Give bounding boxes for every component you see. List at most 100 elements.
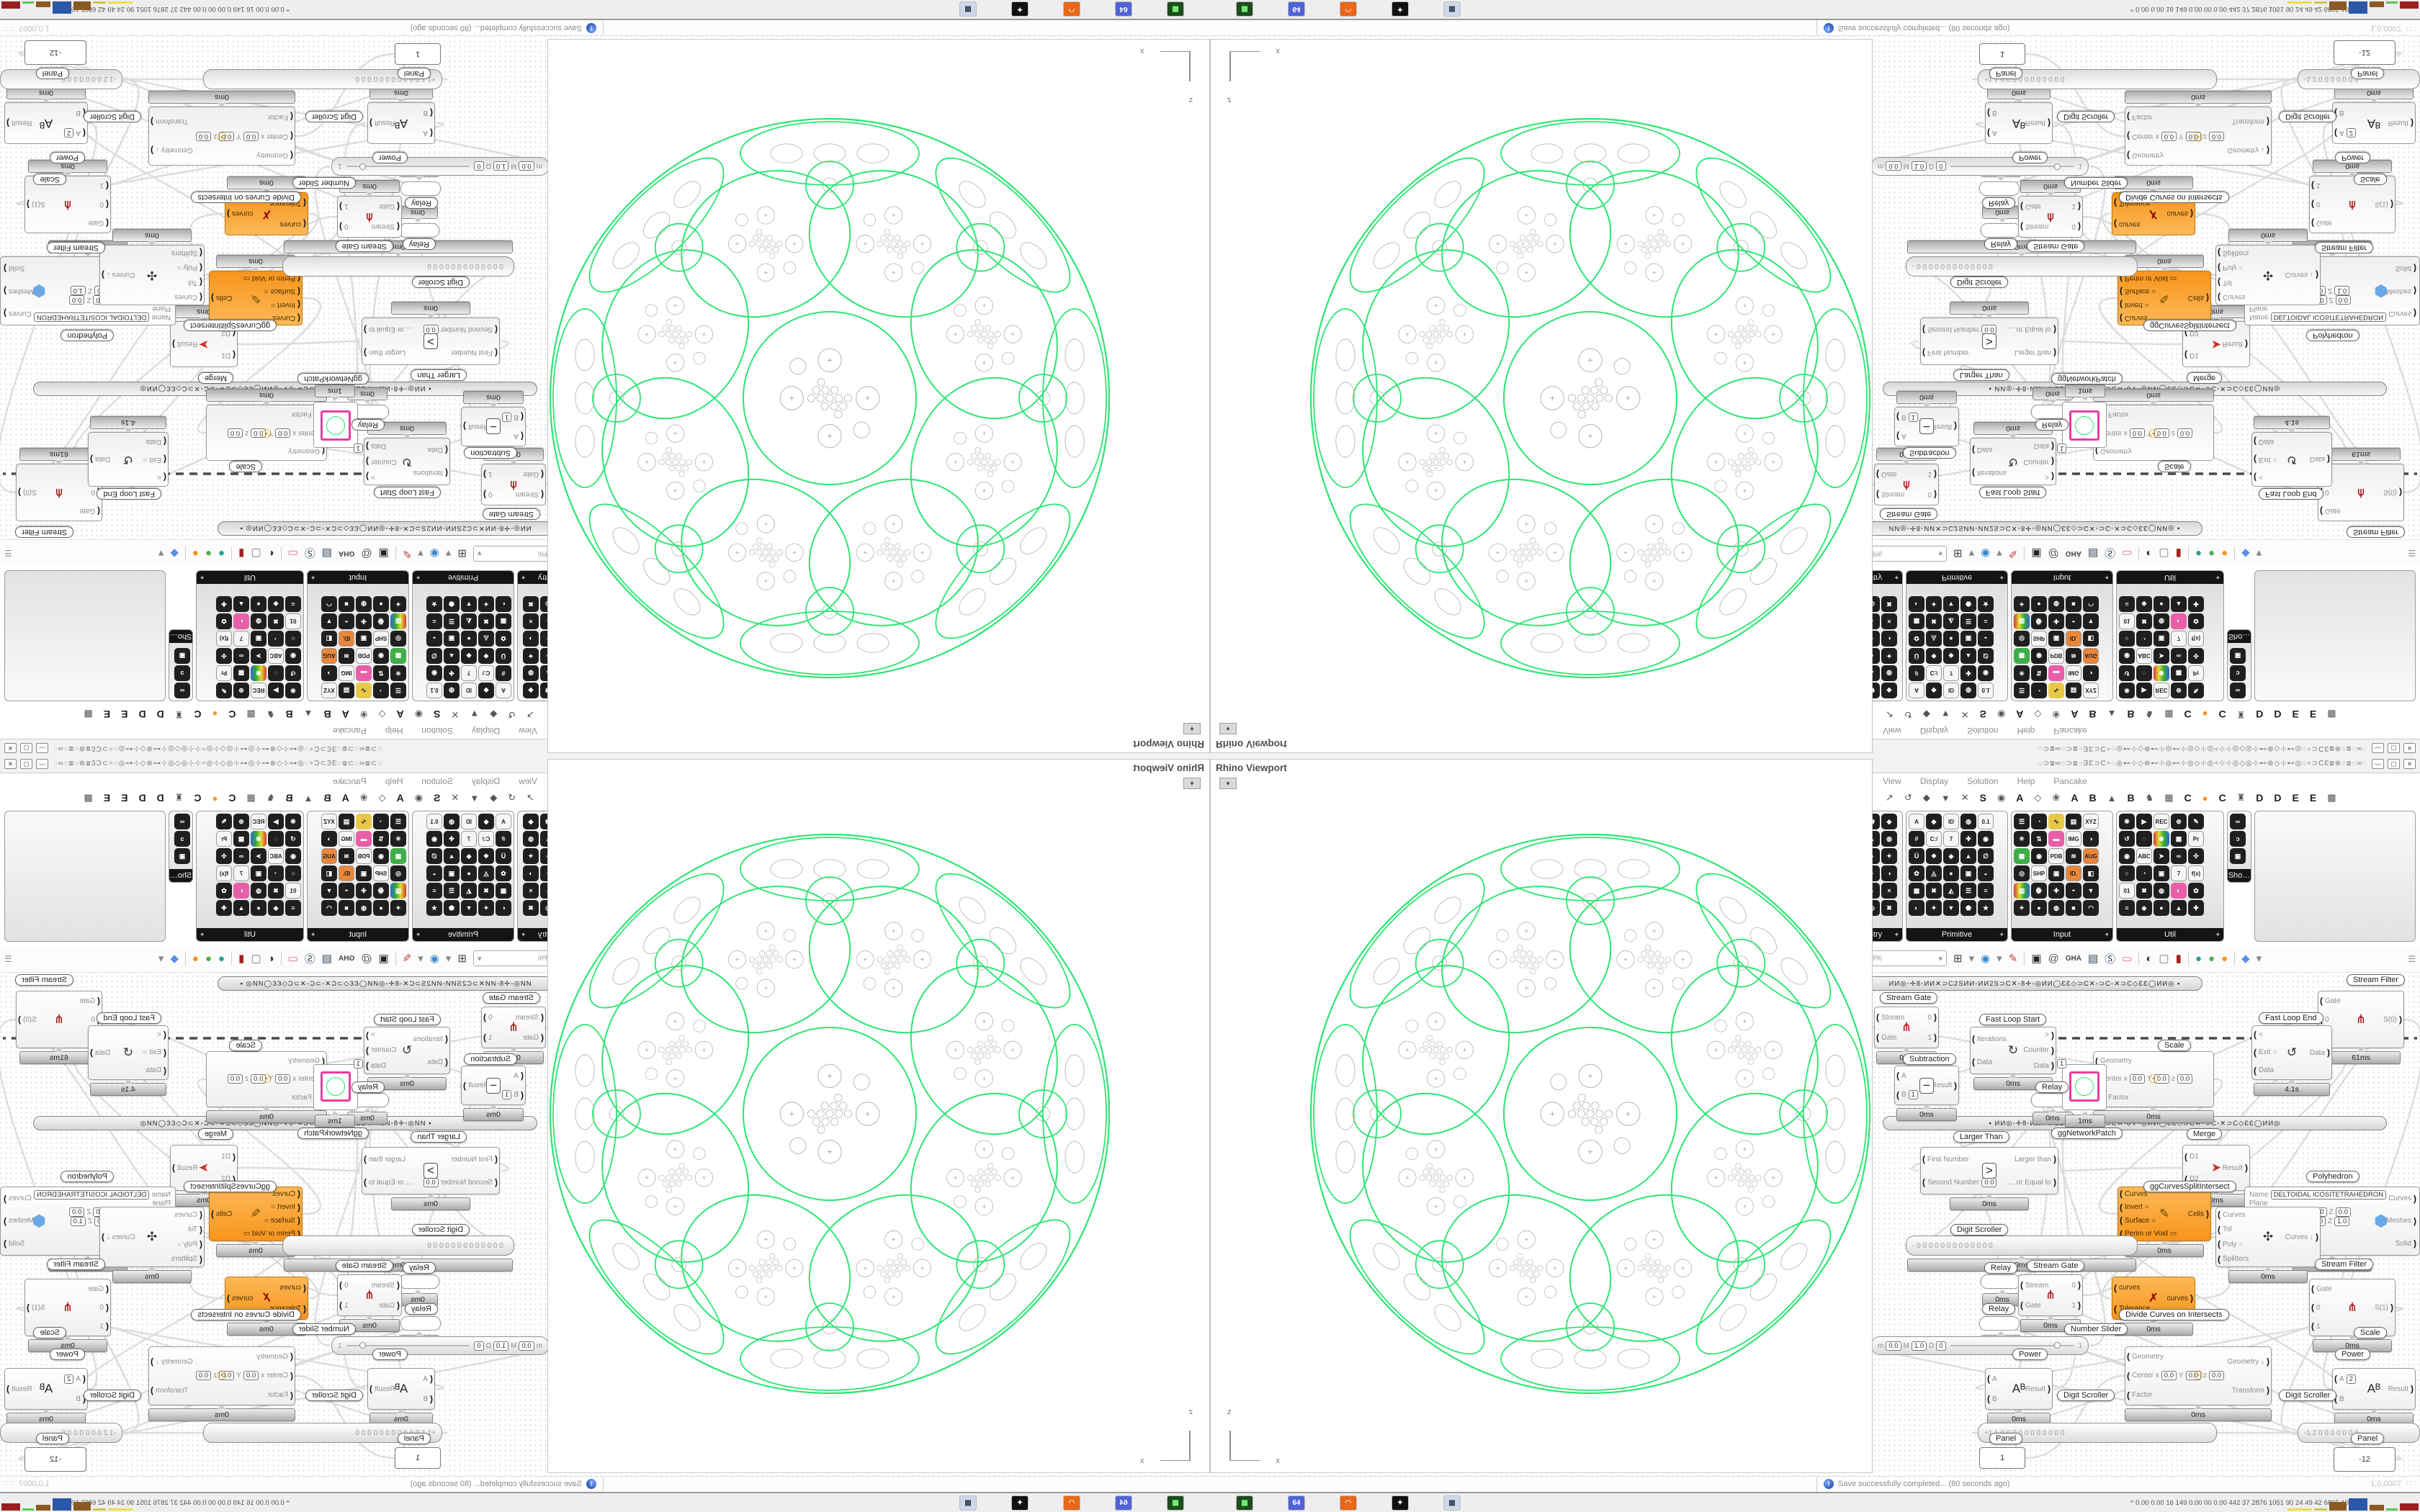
ribbon-panel-name[interactable]: Primitive ✦ [413, 571, 514, 584]
component-tab[interactable]: A [396, 792, 404, 804]
ribbon-component-icon[interactable]: ID [1943, 683, 1959, 698]
input-param[interactable]: (Curves [174, 292, 202, 302]
ribbon-component-icon[interactable]: ▥ [2014, 613, 2030, 629]
ribbon-component-icon[interactable]: ✚ [444, 831, 460, 847]
panel-pin-icon[interactable]: ✦ [521, 930, 526, 938]
component-tab[interactable]: A [2016, 708, 2024, 720]
ribbon-component-icon[interactable]: ABC [268, 648, 284, 664]
ribbon-component-icon[interactable]: ❖ [1926, 848, 1942, 864]
component-tab[interactable]: E [2309, 792, 2317, 804]
toolbar-icon-button[interactable]: ✎ [402, 953, 412, 965]
ribbon-component-icon[interactable]: ● [1943, 631, 1959, 647]
ribbon-component-icon[interactable]: ▥ [390, 883, 406, 899]
output-param[interactable]: Result) [172, 339, 198, 349]
node-name-label[interactable]: Fast Loop Start [1979, 487, 2047, 498]
component-tab[interactable]: ↗ [526, 792, 534, 803]
output-param[interactable]: 0) [1927, 1012, 1937, 1022]
component-tab[interactable]: C [2184, 792, 2192, 804]
ribbon-component-icon[interactable]: ◓ [2066, 613, 2081, 629]
toolbar-icon-button[interactable]: ● [2208, 952, 2215, 965]
gh-node[interactable]: (Stream (Gate 0) 1) ⋔ [1874, 464, 1939, 505]
ribbon-component-icon[interactable]: ▦ [390, 848, 406, 864]
output-param[interactable]: Result) [2025, 118, 2051, 128]
ribbon-component-icon[interactable]: ▣ [1960, 631, 1976, 647]
ribbon-component-icon[interactable]: ◠ [2083, 900, 2099, 916]
component-tab[interactable]: B [323, 792, 331, 804]
output-param[interactable]: Meshes) [4, 286, 35, 297]
component-tab[interactable]: ❀ [2052, 709, 2061, 720]
ribbon-component-icon[interactable]: ✿ [2188, 613, 2204, 629]
node-name-label[interactable]: ggNetworkPatch [2051, 1128, 2123, 1139]
ribbon-component-icon[interactable]: ◭ [461, 613, 477, 629]
ribbon-component-icon[interactable]: ◬ [478, 865, 494, 881]
ribbon-component-icon[interactable]: ▲ [2171, 900, 2187, 916]
input-param[interactable]: (Data [427, 445, 448, 455]
node-name-label[interactable]: Stream Gate [335, 240, 393, 252]
taskbar-app-icon[interactable]: ✦ [1011, 1, 1028, 17]
component-tab[interactable]: B [323, 708, 331, 720]
component-tab[interactable]: ▦ [2164, 709, 2174, 720]
ribbon-component-icon[interactable]: ∿ [356, 683, 372, 698]
component-tab[interactable]: ◇ [2034, 709, 2042, 720]
ribbon-component-icon[interactable]: ▲ [2171, 596, 2187, 612]
toolbar-icon-button[interactable]: ▢ [2159, 547, 2169, 559]
ribbon-panel-name[interactable]: Primitive ✦ [413, 928, 514, 941]
os-taskbar[interactable]: ▦ 64 ◠ ✦ ▦ ^ 0.00 0.00 16 149 0.00 00 0.00 4… [0, 1492, 1210, 1512]
input-param[interactable]: (First Number [451, 1154, 498, 1164]
input-param[interactable]: (0 [99, 199, 109, 210]
ribbon-component-icon[interactable]: ❋ [2119, 683, 2135, 698]
output-param[interactable]: Geometry ↓) [2227, 145, 2269, 156]
output-param[interactable]: Data) [2033, 1061, 2054, 1071]
component-tab[interactable]: ● [2202, 708, 2208, 720]
ribbon-component-icon[interactable]: ⇅ [373, 665, 389, 681]
ribbon-component-icon[interactable]: ✿ [496, 865, 511, 881]
component-tab[interactable]: C [228, 708, 236, 720]
relay-capsule[interactable] [1981, 1274, 2021, 1289]
gh-node[interactable]: (Iterations (Data >) Counter) Data) ↻ [364, 1027, 450, 1074]
gh-node[interactable]: (First Number(Second Number 0.0 Larger tha… [1920, 318, 2058, 365]
ribbon-component-icon[interactable]: ◆ [1881, 814, 1897, 829]
component-tab[interactable]: ▼ [470, 792, 480, 804]
output-param[interactable]: Geometry ↓) [151, 1356, 193, 1367]
component-tab[interactable]: S [434, 792, 441, 804]
ribbon-component-icon[interactable]: ◠ [321, 900, 337, 916]
ribbon-component-icon[interactable]: ▤ [2066, 814, 2081, 829]
toolbar-menu-icon[interactable]: ☰ [2408, 954, 2416, 964]
output-param[interactable]: curves) [227, 209, 254, 219]
ribbon-component-icon[interactable]: ◔ [2136, 631, 2152, 647]
gh-panel-widget[interactable]: 1 [395, 43, 441, 65]
output-param[interactable]: Transform) [151, 1385, 189, 1395]
ribbon-component-icon[interactable]: ⊕ [233, 814, 249, 829]
gh-canvas[interactable]: ИИ◎◦✛8◦ИИ✕⊃C2SИИ◦ИИ2S⊃C✕◦8✛◦◎ИИ◯ƐƐ◇⊃C✕◦⊃… [0, 756, 1210, 1476]
input-param[interactable]: (Geometry [256, 150, 293, 161]
ribbon-panel-name[interactable]: Util ✦ [197, 571, 303, 584]
output-param[interactable]: Curves) [4, 1193, 32, 1204]
ribbon-component-icon[interactable]: ▦ [390, 648, 406, 664]
output-param[interactable]: >) [366, 1030, 375, 1040]
toolbar-text-button[interactable]: GHA [339, 954, 355, 963]
output-param[interactable]: >) [2045, 1030, 2054, 1040]
component-tab[interactable]: ▦ [2164, 792, 2174, 803]
ribbon-panel-name[interactable]: Primitive ✦ [1906, 571, 2007, 584]
ribbon-component-icon[interactable]: ≋ [339, 648, 354, 664]
gh-node[interactable]: (Curves (Tol (Poly ○ (Splitters Curves ↓) ✣ [2215, 1207, 2321, 1267]
ribbon-component-icon[interactable]: ✦ [1881, 848, 1897, 864]
ribbon-component-icon[interactable]: ◠ [321, 596, 337, 612]
toolbar-icon-button[interactable]: ▾ [1996, 547, 2002, 559]
input-param[interactable]: (Surface ○ [264, 286, 300, 297]
node-name-label[interactable]: Divide Curves on Intersects [191, 1309, 301, 1320]
component-tab[interactable]: C [2218, 708, 2226, 720]
component-tab[interactable]: ◇ [378, 709, 386, 720]
ribbon-component-icon[interactable]: ◐ [496, 596, 511, 612]
output-param[interactable]: Geometry ↓) [151, 145, 193, 156]
toolbar-menu-icon[interactable]: ☰ [2408, 548, 2416, 558]
ribbon-component-icon[interactable]: ∿ [356, 814, 372, 829]
output-param[interactable]: Result) [369, 1384, 395, 1394]
output-param[interactable]: Curves) [2388, 1193, 2416, 1204]
relay-capsule[interactable] [400, 181, 441, 196]
menu-item-pancake[interactable]: Pancake [333, 726, 367, 736]
component-tab[interactable]: ◆ [1922, 709, 1930, 720]
input-param[interactable]: (Tol [188, 277, 202, 288]
ribbon-component-icon[interactable]: ≋ [2066, 648, 2081, 664]
